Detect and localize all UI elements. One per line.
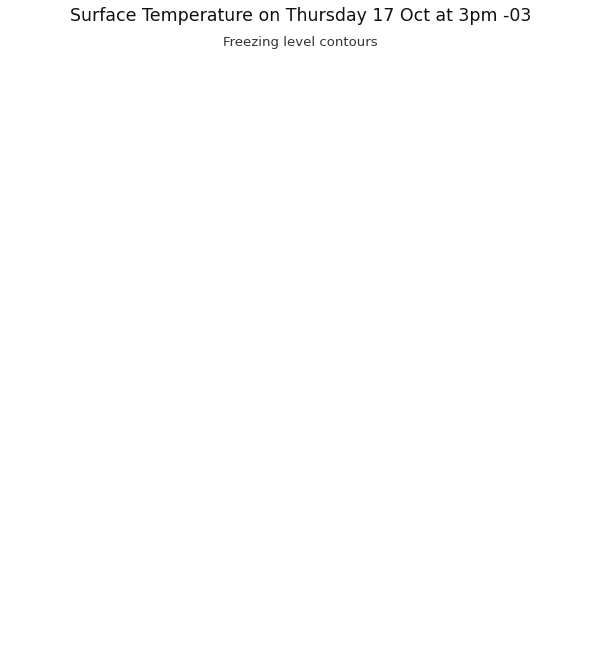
- Text: Freezing level contours: Freezing level contours: [223, 36, 378, 49]
- Text: Surface Temperature on Thursday 17 Oct at 3pm -03: Surface Temperature on Thursday 17 Oct a…: [70, 7, 531, 25]
